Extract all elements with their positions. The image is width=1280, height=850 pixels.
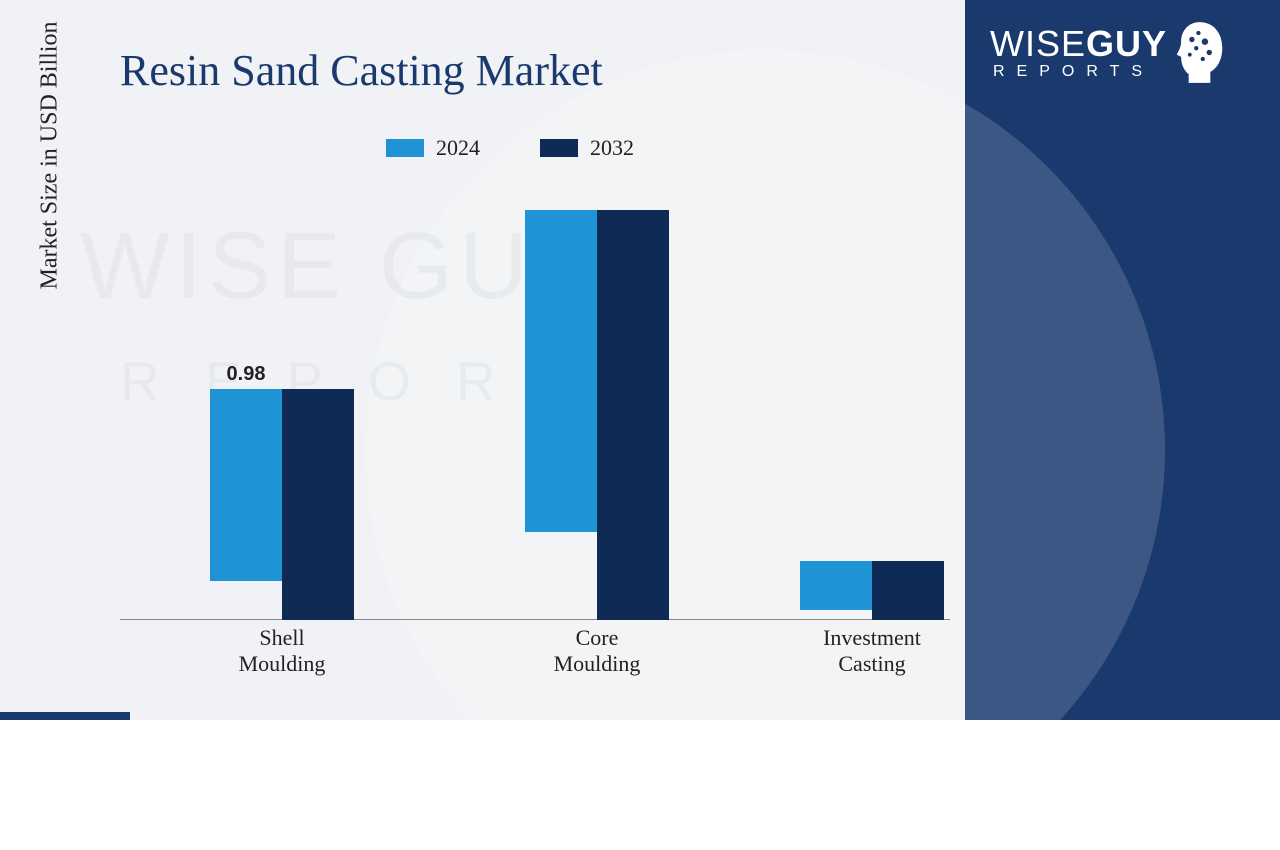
bar bbox=[525, 210, 597, 533]
bar-group: 0.98 bbox=[210, 389, 354, 620]
legend-item-2024: 2024 bbox=[386, 135, 480, 161]
legend-label-2024: 2024 bbox=[436, 135, 480, 161]
brand-logo: WISEGUY REPORTS bbox=[990, 20, 1250, 85]
chart-title: Resin Sand Casting Market bbox=[120, 45, 603, 96]
bar-group bbox=[525, 210, 669, 620]
legend-item-2032: 2032 bbox=[540, 135, 634, 161]
legend: 2024 2032 bbox=[386, 135, 634, 161]
brand-name: WISEGUY bbox=[990, 26, 1167, 62]
brand-logo-text: WISEGUY REPORTS bbox=[990, 26, 1167, 80]
brand-head-icon bbox=[1172, 20, 1227, 85]
decorative-bottom-bar bbox=[0, 712, 130, 720]
x-axis-category-label: InvestmentCasting bbox=[772, 625, 972, 678]
chart-area: Market Size in USD Billion 2024 2032 0.9… bbox=[50, 130, 970, 690]
legend-swatch-2032 bbox=[540, 139, 578, 157]
legend-label-2032: 2032 bbox=[590, 135, 634, 161]
bar: 0.98 bbox=[210, 389, 282, 581]
legend-swatch-2024 bbox=[386, 139, 424, 157]
bar bbox=[597, 210, 669, 620]
plot-area: 0.98 ShellMouldingCoreMouldingInvestment… bbox=[120, 180, 950, 620]
bar bbox=[282, 389, 354, 620]
x-axis-category-label: ShellMoulding bbox=[182, 625, 382, 678]
brand-subtitle: REPORTS bbox=[993, 64, 1167, 80]
bar bbox=[800, 561, 872, 610]
page-root: WISE GUY REPORTS WISEGUY REPORTS Resin S… bbox=[0, 0, 1280, 720]
bar bbox=[872, 561, 944, 620]
y-axis-label: Market Size in USD Billion bbox=[37, 22, 64, 290]
x-axis-category-label: CoreMoulding bbox=[497, 625, 697, 678]
bar-group bbox=[800, 561, 944, 620]
bar-value-label: 0.98 bbox=[227, 363, 266, 386]
